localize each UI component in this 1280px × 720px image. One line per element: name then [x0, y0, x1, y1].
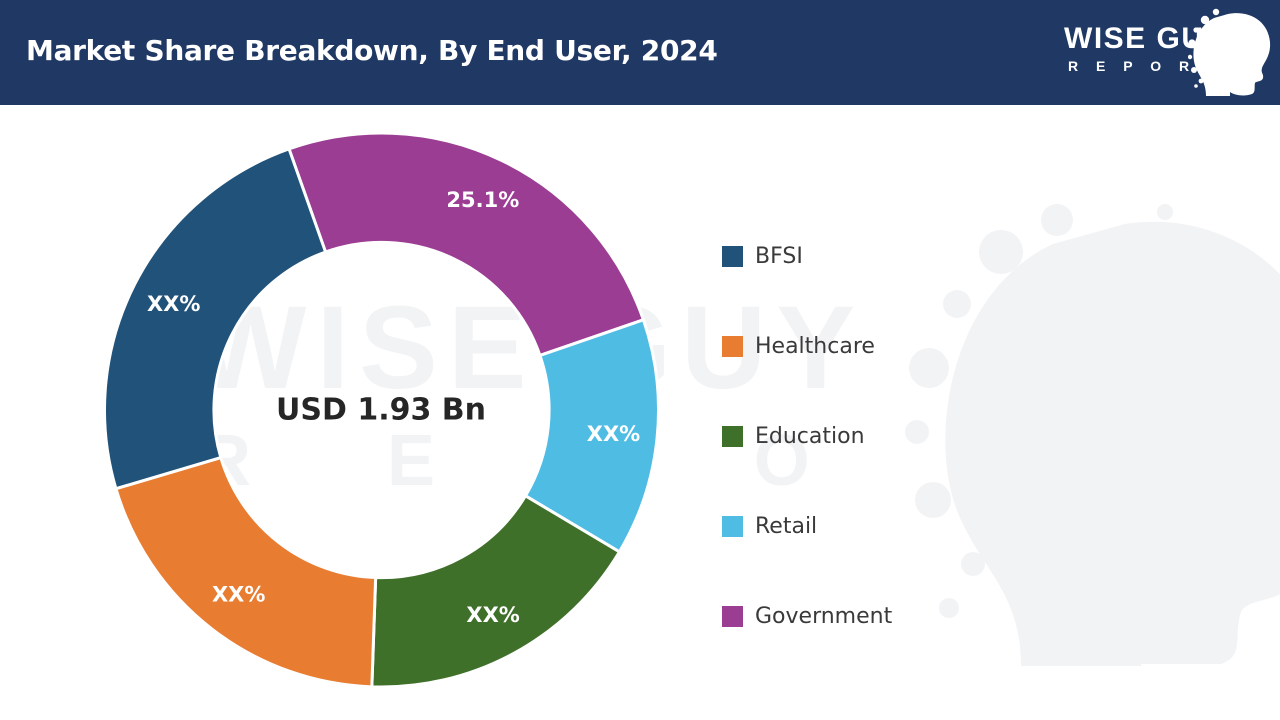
legend-item-education[interactable]: Education [722, 423, 1062, 449]
chart-legend: BFSI Healthcare Education Retail Governm… [722, 243, 1062, 695]
donut-chart-svg: 25.1% XX% XX% XX% XX% [103, 131, 660, 689]
legend-label-bfsi: BFSI [755, 243, 803, 269]
donut-label-group: 25.1% XX% XX% XX% XX% [147, 188, 640, 627]
legend-label-government: Government [755, 603, 893, 629]
legend-swatch-bfsi [722, 245, 743, 267]
page-title: Market Share Breakdown, By End User, 202… [26, 34, 718, 67]
page-header: Market Share Breakdown, By End User, 202… [0, 0, 1280, 105]
donut-slice-education[interactable] [370, 493, 622, 689]
chart-canvas: WISE GUY R E P O R T S 25.1%XX%XX%XX%XX%… [0, 105, 1280, 720]
legend-item-government[interactable]: Government [722, 603, 1062, 629]
donut-slice-government[interactable] [287, 131, 646, 358]
legend-swatch-government [722, 605, 743, 627]
legend-label-education: Education [755, 423, 865, 449]
donut-chart: 25.1% XX% XX% XX% XX% USD 1.93 Bn [0, 105, 760, 720]
donut-slice-label-healthcare: XX% [212, 582, 265, 606]
legend-label-healthcare: Healthcare [755, 333, 875, 359]
donut-slice-bfsi[interactable] [103, 146, 328, 491]
donut-slice-label-bfsi: XX% [147, 292, 200, 316]
donut-slice-healthcare[interactable] [114, 455, 378, 689]
legend-item-healthcare[interactable]: Healthcare [722, 333, 1062, 359]
donut-slice-group [103, 131, 660, 689]
legend-swatch-healthcare [722, 335, 743, 357]
donut-center-value: USD 1.93 Bn [276, 392, 486, 428]
legend-label-retail: Retail [755, 513, 818, 539]
donut-slice-label-education: XX% [466, 603, 519, 627]
legend-swatch-retail [722, 515, 743, 537]
legend-item-bfsi[interactable]: BFSI [722, 243, 1062, 269]
legend-item-retail[interactable]: Retail [722, 513, 1062, 539]
brand-logo[interactable]: WISE GUY R E P O R T S [1058, 6, 1274, 98]
donut-slice-label-government: 25.1% [446, 188, 519, 212]
legend-swatch-education [722, 425, 743, 447]
donut-slice-label-retail: XX% [587, 422, 640, 446]
dotted-head-silhouette-icon [1188, 8, 1271, 97]
